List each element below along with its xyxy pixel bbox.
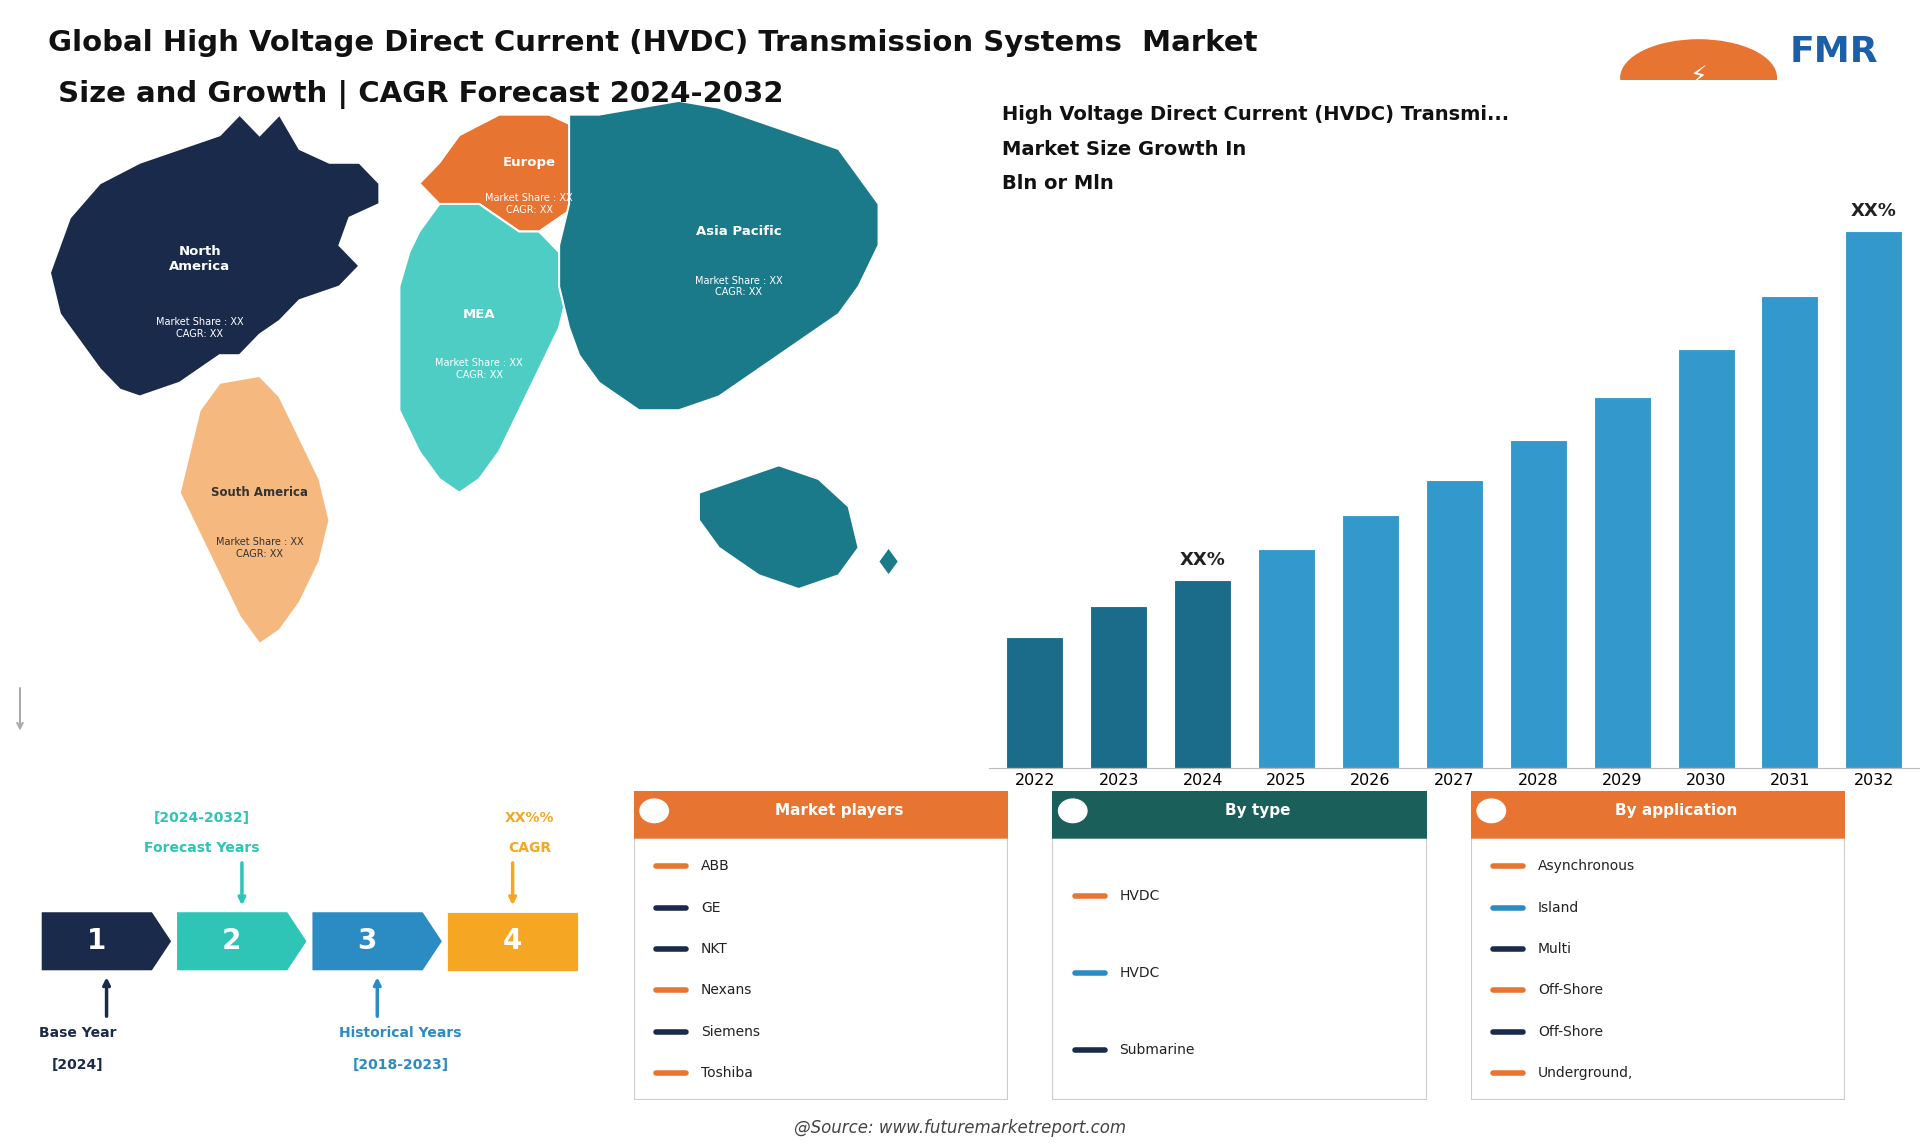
Text: 1: 1 [86, 927, 106, 956]
Text: NKT: NKT [701, 942, 728, 956]
Bar [1761, 296, 1818, 768]
Text: Island: Island [1538, 901, 1580, 915]
Text: Market players: Market players [776, 803, 904, 818]
Polygon shape [419, 115, 618, 231]
Text: XX%: XX% [1851, 202, 1897, 220]
Text: Underground,: Underground, [1538, 1066, 1634, 1081]
Bar [1258, 549, 1315, 768]
Bar [1427, 479, 1482, 768]
Text: Asia Pacific: Asia Pacific [697, 225, 781, 238]
Text: CAGR: CAGR [509, 841, 551, 855]
Text: High Voltage Direct Current (HVDC) Transmi...: High Voltage Direct Current (HVDC) Trans… [1002, 105, 1509, 125]
Text: Market Share : XX
CAGR: XX: Market Share : XX CAGR: XX [695, 276, 783, 297]
Text: Siemens: Siemens [701, 1025, 760, 1038]
Text: [2024-2032]: [2024-2032] [154, 810, 250, 825]
Text: Market Share : XX
CAGR: XX: Market Share : XX CAGR: XX [436, 359, 522, 379]
FancyBboxPatch shape [1461, 783, 1855, 839]
Text: Global High Voltage Direct Current (HVDC) Transmission Systems  Market: Global High Voltage Direct Current (HVDC… [48, 29, 1258, 56]
Bar [1342, 515, 1400, 768]
Bar [1594, 397, 1651, 768]
FancyBboxPatch shape [1043, 783, 1436, 839]
Text: HVDC: HVDC [1119, 966, 1160, 980]
Text: Europe: Europe [503, 156, 555, 170]
FancyBboxPatch shape [624, 783, 1018, 839]
Text: 3: 3 [357, 927, 376, 956]
Text: North
America: North America [169, 245, 230, 273]
Text: XX%: XX% [1179, 551, 1225, 570]
Polygon shape [40, 911, 173, 972]
Text: ABB: ABB [701, 860, 730, 873]
Text: 4: 4 [503, 927, 522, 956]
Text: Asynchronous: Asynchronous [1538, 860, 1636, 873]
Polygon shape [311, 911, 444, 972]
Polygon shape [177, 911, 307, 972]
Text: Nexans: Nexans [701, 983, 753, 997]
Polygon shape [399, 204, 568, 493]
Text: HVDC: HVDC [1119, 889, 1160, 903]
Text: FMR: FMR [1789, 36, 1878, 70]
Text: FUTURE MARKET REPORT: FUTURE MARKET REPORT [1782, 91, 1882, 100]
FancyBboxPatch shape [1471, 831, 1845, 1100]
Text: Bln or Mln: Bln or Mln [1002, 174, 1114, 194]
Text: Multi: Multi [1538, 942, 1572, 956]
Text: Market Size Growth In: Market Size Growth In [1002, 140, 1246, 159]
Bar [1509, 440, 1567, 768]
Polygon shape [445, 911, 580, 972]
Text: Off-Shore: Off-Shore [1538, 1025, 1603, 1038]
Text: [2024]: [2024] [52, 1058, 104, 1072]
Text: By application: By application [1615, 803, 1738, 818]
Circle shape [1476, 799, 1505, 823]
Text: 2: 2 [223, 927, 242, 956]
Text: Submarine: Submarine [1119, 1043, 1194, 1057]
Polygon shape [559, 101, 879, 410]
Bar [1845, 230, 1903, 768]
Circle shape [639, 799, 668, 823]
Circle shape [1058, 799, 1087, 823]
Text: Base Year: Base Year [38, 1026, 117, 1039]
Bar [1678, 348, 1734, 768]
FancyBboxPatch shape [1052, 831, 1427, 1100]
Text: By type: By type [1225, 803, 1290, 818]
Bar [1006, 637, 1064, 768]
Polygon shape [50, 115, 380, 397]
Text: Size and Growth | CAGR Forecast 2024-2032: Size and Growth | CAGR Forecast 2024-203… [48, 80, 783, 109]
Text: Off-Shore: Off-Shore [1538, 983, 1603, 997]
FancyBboxPatch shape [634, 831, 1008, 1100]
Text: Market Share : XX
CAGR: XX: Market Share : XX CAGR: XX [156, 317, 244, 338]
Polygon shape [879, 548, 899, 575]
Text: Market Share : XX
CAGR: XX: Market Share : XX CAGR: XX [215, 537, 303, 558]
Bar [1091, 606, 1148, 768]
Text: South America: South America [211, 486, 307, 500]
Text: XX%%: XX%% [505, 810, 555, 825]
Text: ⚡: ⚡ [1690, 65, 1707, 89]
Polygon shape [699, 465, 858, 589]
Text: @Source: www.futuremarketreport.com: @Source: www.futuremarketreport.com [795, 1118, 1125, 1137]
Bar [1175, 580, 1231, 768]
Text: Toshiba: Toshiba [701, 1066, 753, 1081]
Text: [2018-2023]: [2018-2023] [351, 1058, 449, 1072]
Text: Market Share : XX
CAGR: XX: Market Share : XX CAGR: XX [486, 194, 572, 214]
Text: GE: GE [701, 901, 720, 915]
Circle shape [1620, 40, 1776, 116]
Text: Forecast Years: Forecast Years [144, 841, 259, 855]
Text: MEA: MEA [463, 307, 495, 321]
Text: Historical Years: Historical Years [340, 1026, 461, 1039]
Polygon shape [180, 376, 330, 644]
